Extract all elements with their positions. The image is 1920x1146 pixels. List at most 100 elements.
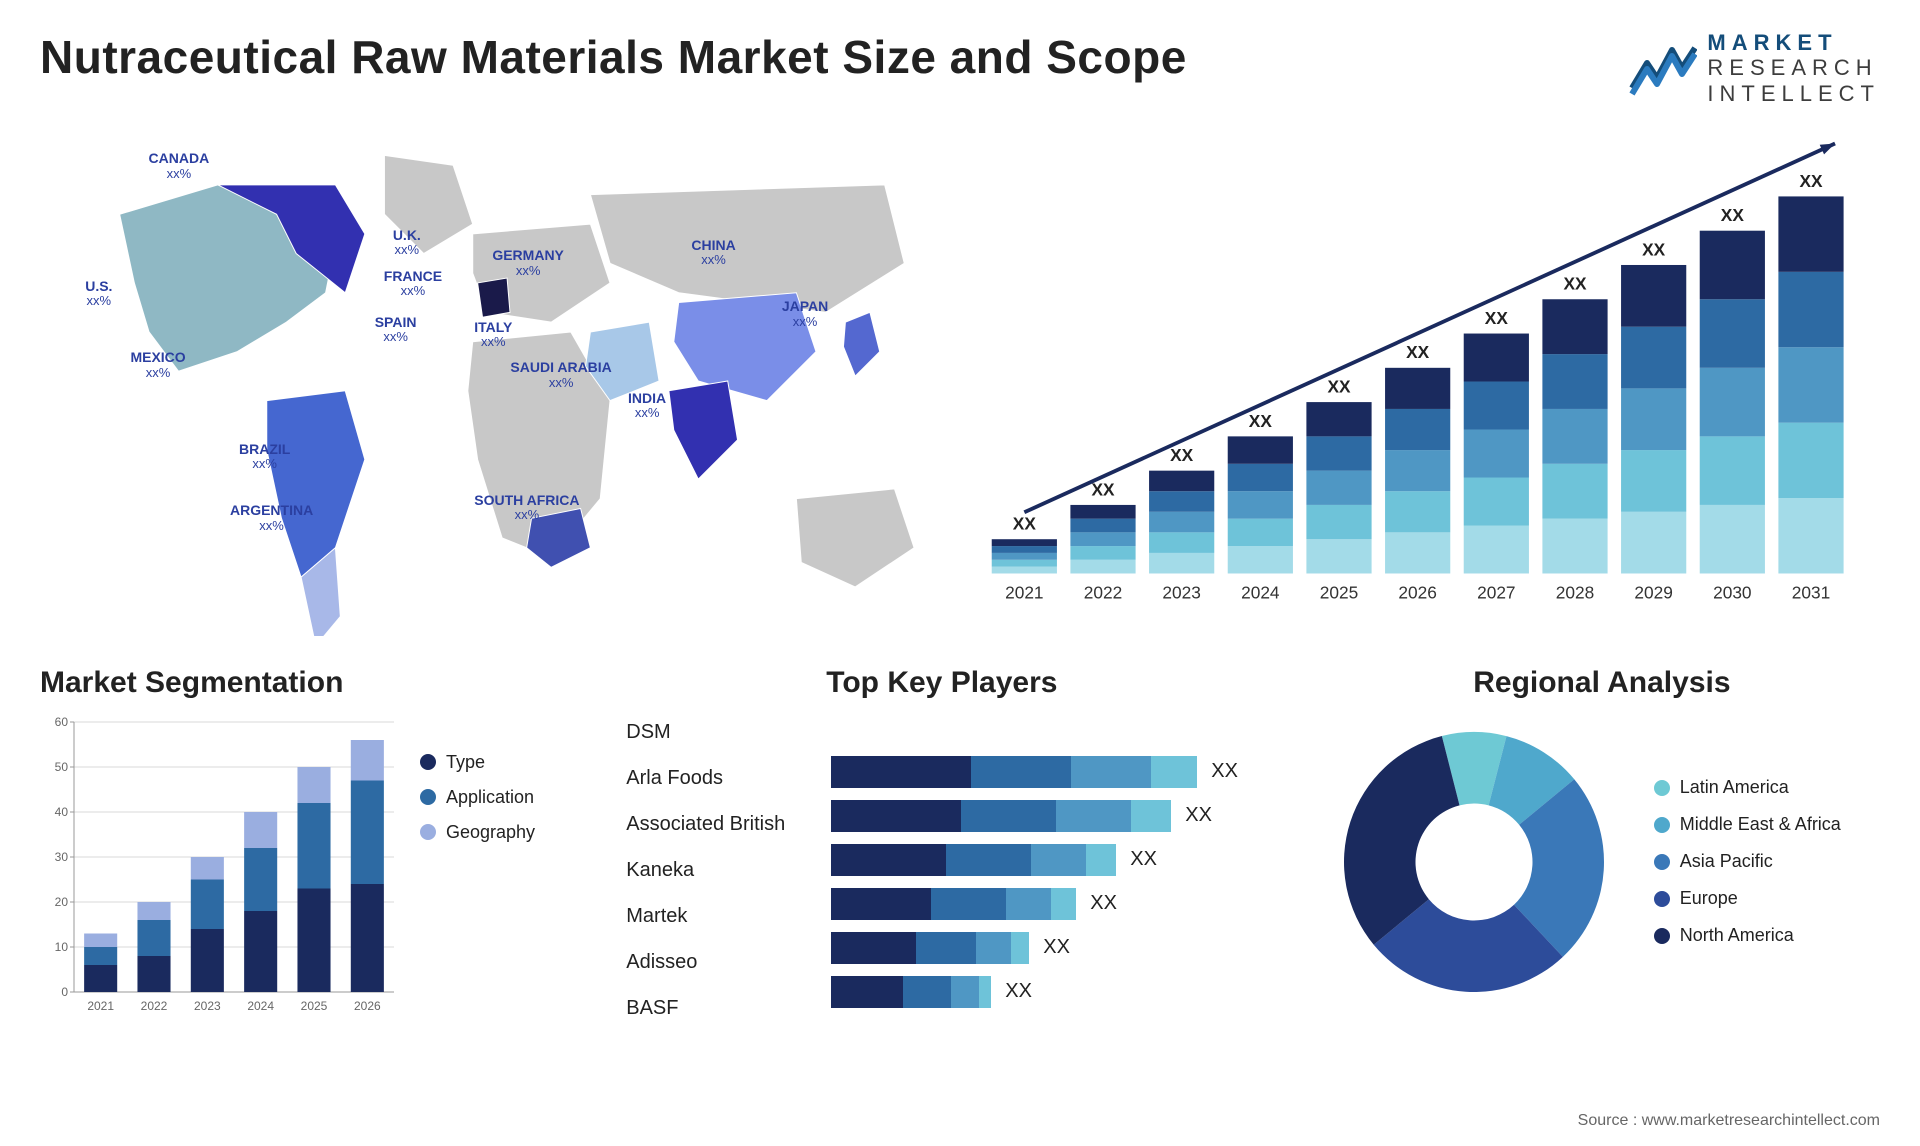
svg-text:XX: XX — [1720, 205, 1744, 225]
map-label: CHINAxx% — [691, 238, 735, 268]
svg-text:40: 40 — [55, 805, 69, 819]
svg-text:XX: XX — [1484, 308, 1508, 328]
svg-text:2021: 2021 — [87, 999, 114, 1013]
page-title: Nutraceutical Raw Materials Market Size … — [40, 30, 1187, 84]
map-label: ARGENTINAxx% — [230, 503, 313, 533]
player-bar-row — [831, 712, 1294, 744]
svg-text:0: 0 — [61, 985, 68, 999]
svg-text:2029: 2029 — [1634, 582, 1672, 602]
map-label: SPAINxx% — [375, 315, 417, 345]
legend-item: North America — [1654, 925, 1841, 946]
key-players-labels: DSM Arla Foods Associated British Kaneka Mar… — [626, 712, 811, 1024]
regional-legend: Latin America Middle East & Africa Asia Pa… — [1654, 777, 1841, 946]
svg-text:2022: 2022 — [1083, 582, 1121, 602]
svg-text:2023: 2023 — [1162, 582, 1200, 602]
svg-text:XX: XX — [1091, 479, 1115, 499]
player-bar-row: XX — [831, 844, 1294, 876]
player-label: Adisseo — [626, 946, 811, 978]
legend-item: Application — [420, 787, 535, 808]
map-label: GERMANYxx% — [492, 248, 564, 278]
svg-text:XX: XX — [1170, 445, 1194, 465]
legend-item: Middle East & Africa — [1654, 814, 1841, 835]
player-bar-row: XX — [831, 800, 1294, 832]
regional-title: Regional Analysis — [1324, 666, 1880, 700]
player-label: DSM — [626, 716, 811, 748]
svg-text:10: 10 — [55, 940, 69, 954]
player-bar-row: XX — [831, 756, 1294, 788]
svg-text:30: 30 — [55, 850, 69, 864]
player-label: Arla Foods — [626, 762, 811, 794]
map-label: FRANCExx% — [384, 269, 442, 299]
svg-text:XX: XX — [1799, 171, 1823, 191]
player-bar-row: XX — [831, 888, 1294, 920]
svg-text:2031: 2031 — [1791, 582, 1829, 602]
svg-text:2026: 2026 — [354, 999, 381, 1013]
segmentation-panel: Market Segmentation 0 10 20 30 40 50 60 2021 202… — [40, 666, 596, 1036]
svg-text:XX: XX — [1327, 376, 1351, 396]
map-label: ITALYxx% — [474, 320, 512, 350]
svg-text:60: 60 — [55, 715, 69, 729]
legend-item: Geography — [420, 822, 535, 843]
svg-text:20: 20 — [55, 895, 69, 909]
player-label: Associated British — [626, 808, 811, 840]
legend-item: Europe — [1654, 888, 1841, 909]
key-players-bars: XX XX XX XX XX XX — [831, 712, 1294, 1024]
player-value: XX — [1090, 892, 1117, 915]
svg-text:XX: XX — [1406, 342, 1430, 362]
player-value: XX — [1043, 936, 1070, 959]
logo-mark — [1627, 38, 1697, 98]
svg-text:XX: XX — [1012, 513, 1036, 533]
legend-item: Type — [420, 752, 535, 773]
segmentation-chart: 0 10 20 30 40 50 60 2021 2022 2023 2024 2025 2026 — [40, 712, 400, 1022]
world-map-panel: CANADAxx%U.S.xx%MEXICOxx%BRAZILxx%ARGENT… — [40, 126, 945, 636]
svg-text:XX: XX — [1642, 239, 1666, 259]
svg-text:2025: 2025 — [1319, 582, 1357, 602]
logo-line-1: MARKET — [1707, 30, 1880, 55]
map-label: MEXICOxx% — [130, 350, 185, 380]
svg-text:2026: 2026 — [1398, 582, 1436, 602]
svg-text:XX: XX — [1248, 411, 1272, 431]
segmentation-title: Market Segmentation — [40, 666, 596, 700]
source-attribution: Source : www.marketresearchintellect.com — [1578, 1112, 1880, 1130]
player-value: XX — [1211, 760, 1238, 783]
map-label: INDIAxx% — [628, 391, 666, 421]
player-value: XX — [1185, 804, 1212, 827]
svg-text:2027: 2027 — [1477, 582, 1515, 602]
svg-text:50: 50 — [55, 760, 69, 774]
player-bar-row: XX — [831, 932, 1294, 964]
svg-text:2024: 2024 — [247, 999, 274, 1013]
legend-item: Asia Pacific — [1654, 851, 1841, 872]
map-label: U.S.xx% — [85, 279, 112, 309]
key-players-title: Top Key Players — [826, 666, 1294, 700]
player-label: BASF — [626, 992, 811, 1024]
map-label: BRAZILxx% — [239, 442, 290, 472]
regional-panel: Regional Analysis Latin America Middle Ea… — [1324, 666, 1880, 1036]
svg-text:2025: 2025 — [301, 999, 328, 1013]
regional-donut — [1324, 712, 1624, 1012]
player-label: Martek — [626, 900, 811, 932]
map-label: JAPANxx% — [782, 299, 828, 329]
legend-item: Latin America — [1654, 777, 1841, 798]
svg-text:2022: 2022 — [141, 999, 168, 1013]
segmentation-legend: Type Application Geography — [420, 712, 535, 1022]
growth-chart: XX 2021 XX 2022 XX 2023 XX 2024 XX 2025 XX 2026 XX 20… — [985, 136, 1850, 636]
brand-logo: MARKET RESEARCH INTELLECT — [1627, 30, 1880, 106]
svg-text:2030: 2030 — [1713, 582, 1751, 602]
map-label: SOUTH AFRICAxx% — [474, 493, 579, 523]
map-label: U.K.xx% — [393, 228, 421, 258]
growth-chart-panel: XX 2021 XX 2022 XX 2023 XX 2024 XX 2025 XX 2026 XX 20… — [975, 126, 1880, 636]
logo-line-3: INTELLECT — [1707, 81, 1880, 106]
world-map — [40, 126, 945, 636]
svg-text:2021: 2021 — [1005, 582, 1043, 602]
svg-text:2024: 2024 — [1241, 582, 1280, 602]
svg-text:2028: 2028 — [1555, 582, 1593, 602]
player-value: XX — [1005, 980, 1032, 1003]
map-label: SAUDI ARABIAxx% — [510, 360, 611, 390]
key-players-panel: Top Key Players DSM Arla Foods Associated … — [626, 666, 1294, 1036]
svg-text:XX: XX — [1563, 274, 1587, 294]
svg-text:2023: 2023 — [194, 999, 221, 1013]
player-bar-row: XX — [831, 976, 1294, 1008]
player-value: XX — [1130, 848, 1157, 871]
player-label: Kaneka — [626, 854, 811, 886]
logo-line-2: RESEARCH — [1707, 55, 1880, 80]
